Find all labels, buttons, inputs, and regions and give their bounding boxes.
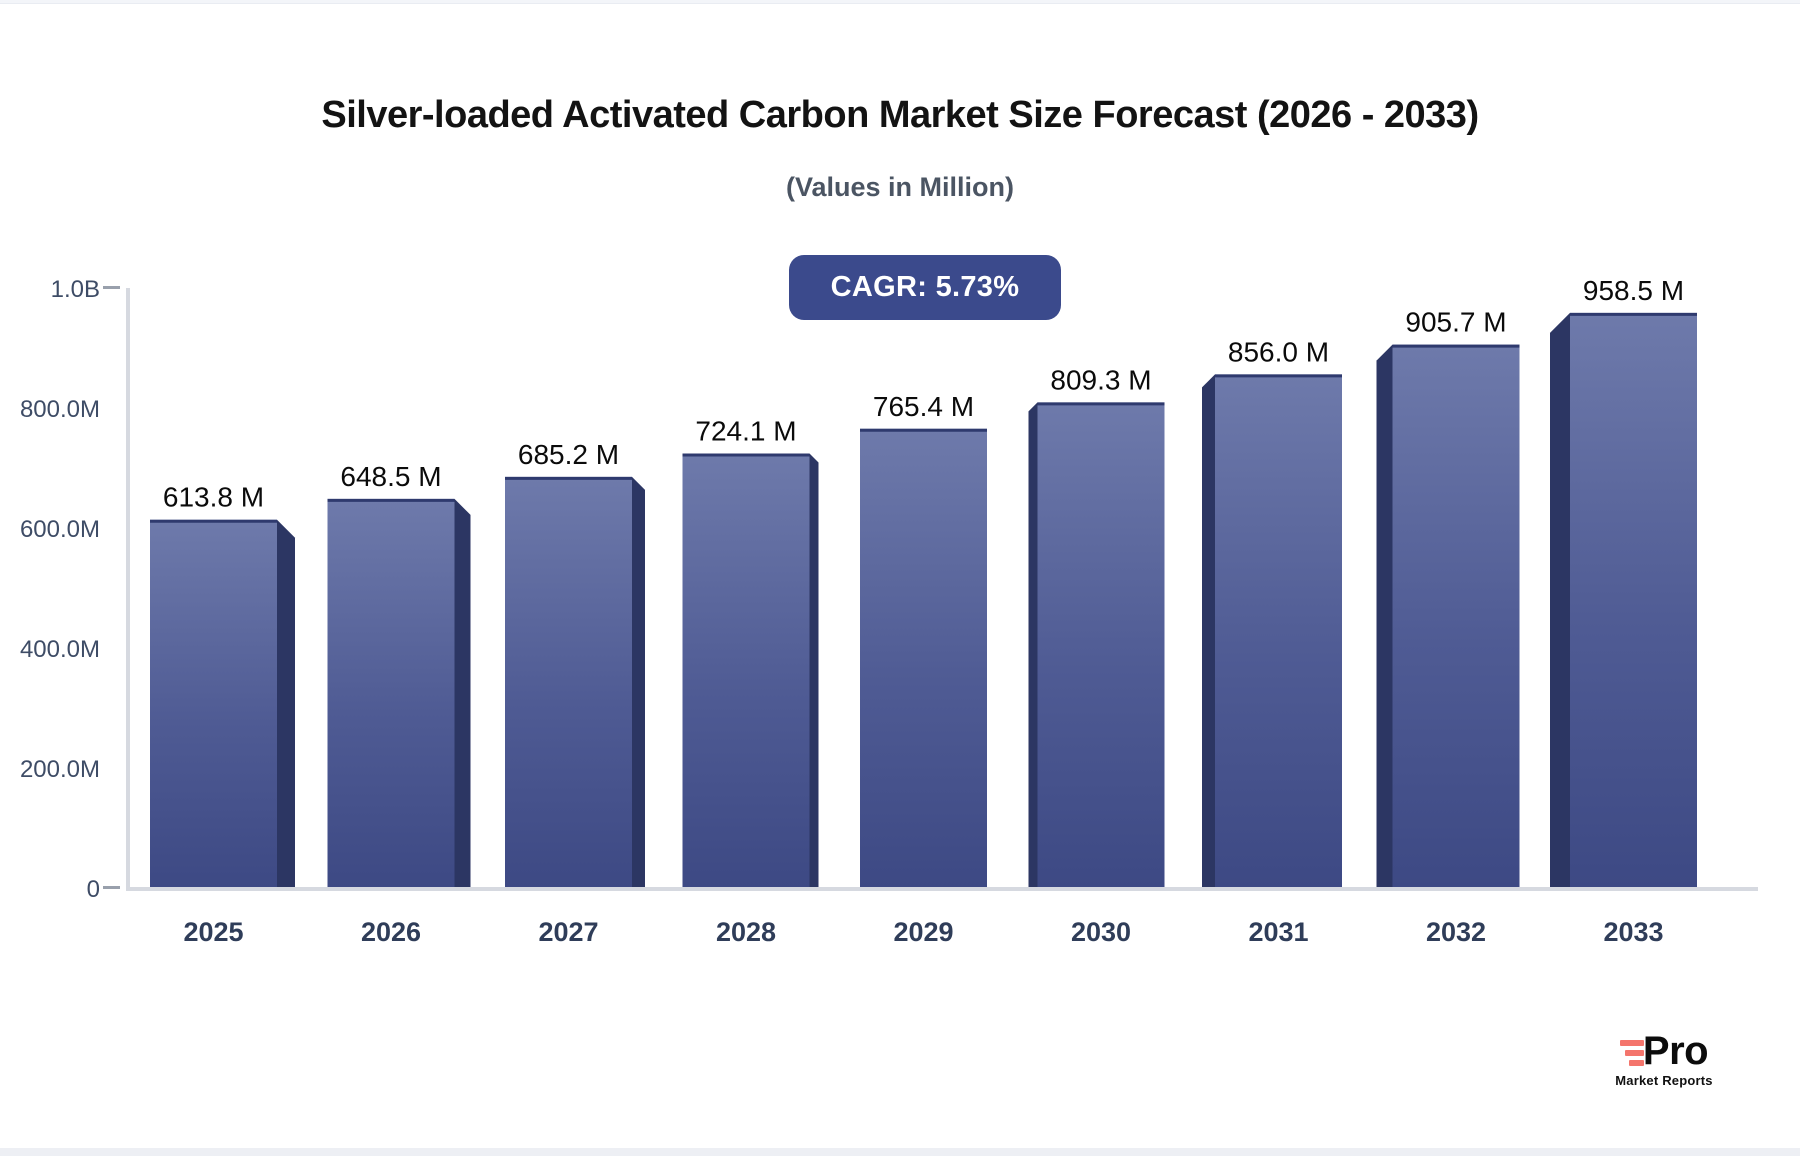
bar-value-label-2025: 613.8 M (163, 482, 264, 513)
bar-face-2031 (1215, 374, 1342, 888)
logo-name: Pro (1642, 1029, 1709, 1073)
bar-value-label-2031: 856.0 M (1228, 336, 1329, 367)
bar-side-2032 (1376, 344, 1393, 889)
y-axis-tick-label: 0 (87, 876, 100, 903)
brand-logo-row: Pro (1619, 1029, 1709, 1073)
x-axis-label-2033: 2033 (1603, 917, 1663, 947)
cagr-badge-label: CAGR: 5.73% (830, 271, 1020, 303)
bar-face-2032 (1392, 344, 1520, 889)
y-axis-tick-mark (103, 286, 120, 289)
bar-side-2025 (277, 519, 295, 888)
bar-face-2029 (860, 428, 987, 888)
chart-title: Silver-loaded Activated Carbon Market Si… (321, 94, 1479, 136)
logo-bar-2 (1624, 1050, 1644, 1056)
bar-face-2025 (150, 519, 277, 888)
x-axis-label-2030: 2030 (1071, 917, 1131, 947)
bar-face-2027 (505, 476, 632, 888)
x-axis-label-2029: 2029 (893, 917, 953, 947)
x-axis-label-2031: 2031 (1248, 917, 1308, 947)
logo-speed-lines-icon (1619, 1040, 1644, 1066)
bar-value-label-2026: 648.5 M (340, 461, 441, 492)
logo-bar-1 (1619, 1040, 1644, 1046)
y-axis-tick-label: 1.0B (51, 276, 100, 303)
y-axis-tick-mark (103, 886, 120, 889)
bar-face-2030 (1037, 402, 1165, 888)
y-axis-tick-label: 400.0M (20, 636, 100, 663)
x-axis-label-2025: 2025 (183, 917, 243, 947)
bar-face-2033 (1570, 312, 1697, 888)
bar-value-label-2030: 809.3 M (1050, 364, 1151, 395)
bar-side-2030 (1028, 402, 1038, 888)
y-axis-tick-label: 200.0M (20, 756, 100, 783)
bottom-strip (0, 1148, 1800, 1156)
bar-side-2028 (809, 453, 819, 888)
x-axis-label-2028: 2028 (716, 917, 776, 947)
bar-side-2026 (454, 498, 471, 888)
y-axis-line (126, 288, 130, 890)
bar-face-2028 (682, 453, 810, 888)
bar-value-label-2028: 724.1 M (695, 416, 796, 447)
bar-side-2031 (1202, 374, 1215, 888)
chart-subtitle: (Values in Million) (785, 172, 1015, 202)
bar-side-2033 (1550, 312, 1570, 888)
bar-value-label-2032: 905.7 M (1405, 307, 1506, 338)
y-axis-tick-label: 600.0M (20, 516, 100, 543)
x-axis-line (126, 887, 1758, 891)
cagr-badge: CAGR: 5.73% (789, 255, 1061, 320)
logo-subtext: Market Reports (1615, 1073, 1713, 1088)
x-axis-label-2026: 2026 (361, 917, 421, 947)
bar-face-2026 (327, 498, 455, 888)
bar-value-label-2029: 765.4 M (873, 391, 974, 422)
y-axis-tick-label: 800.0M (20, 396, 100, 423)
x-axis-label-2027: 2027 (538, 917, 598, 947)
x-axis-label-2032: 2032 (1426, 917, 1486, 947)
bar-value-label-2033: 958.5 M (1583, 275, 1684, 306)
brand-logo: Pro Market Reports (1598, 1030, 1730, 1088)
top-border (0, 0, 1800, 4)
bar-side-2027 (632, 476, 645, 888)
logo-bar-3 (1628, 1060, 1644, 1066)
bar-value-label-2027: 685.2 M (518, 439, 619, 470)
